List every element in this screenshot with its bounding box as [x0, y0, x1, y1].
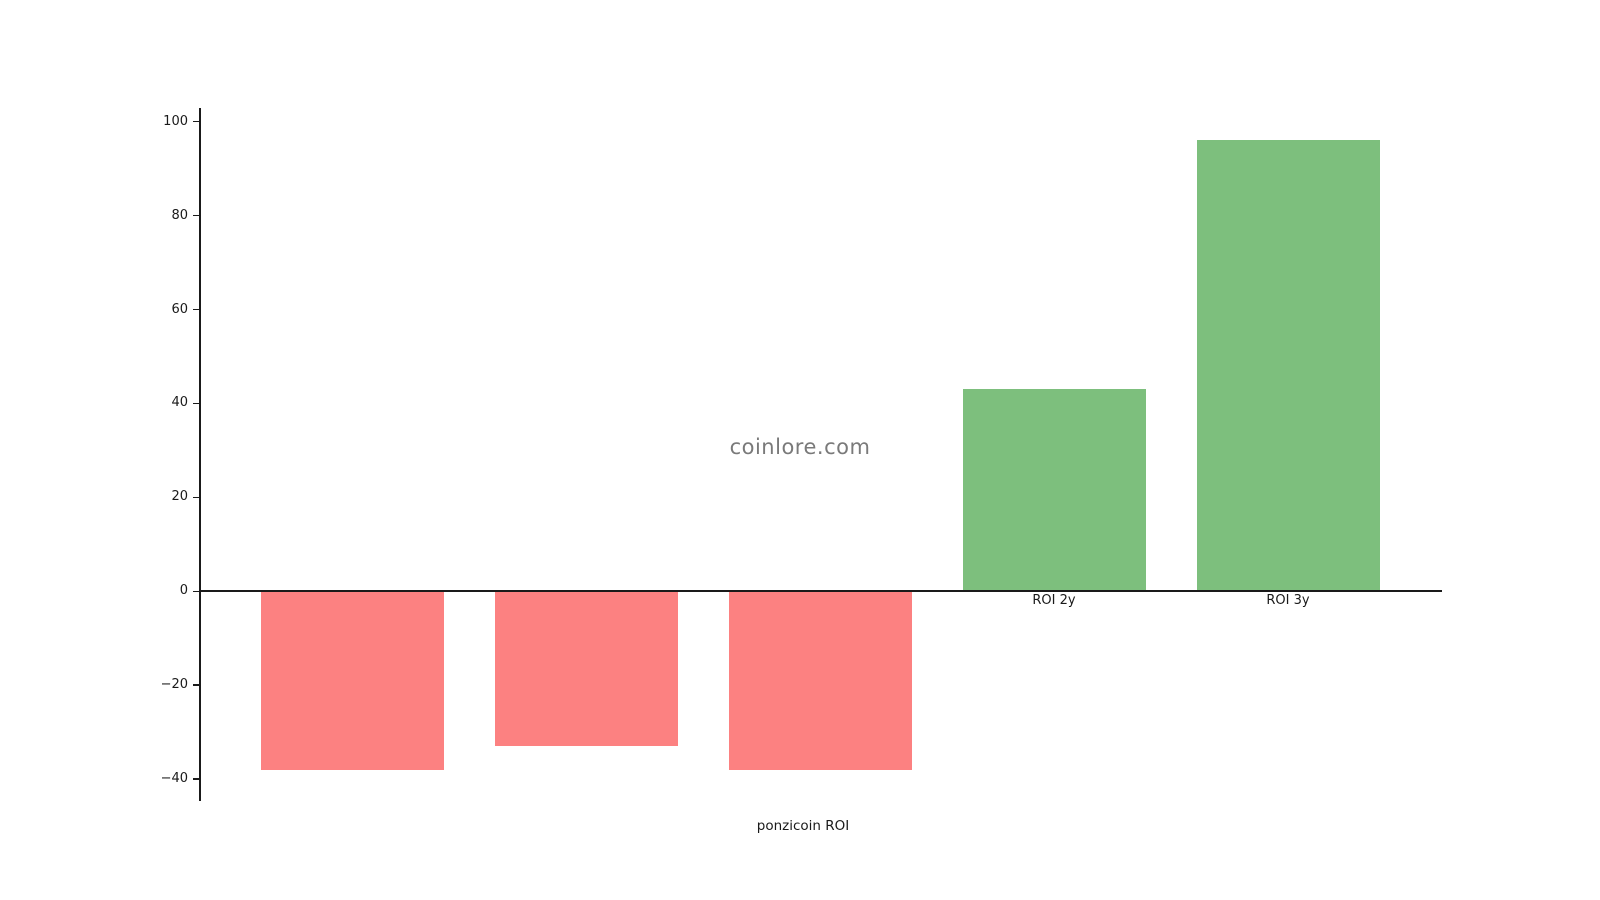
- y-tick-label: 60: [171, 301, 188, 317]
- x-axis-zero-line: [200, 590, 1442, 592]
- y-tick-mark: [193, 496, 200, 499]
- x-tick-label: ROI 3y: [1266, 592, 1310, 608]
- coinlore-watermark: coinlore.com: [729, 435, 871, 459]
- y-tick-label: −40: [160, 771, 188, 787]
- bar-positive: [1196, 140, 1380, 592]
- y-tick-label: 40: [171, 395, 188, 411]
- bar-negative: [260, 591, 444, 770]
- y-tick-label: −20: [160, 677, 188, 693]
- x-tick-label: ROI 2y: [1032, 592, 1076, 608]
- y-axis-spine: [199, 108, 201, 801]
- bar-negative: [494, 591, 678, 747]
- y-tick-mark: [193, 402, 200, 405]
- x-axis-title: ponzicoin ROI: [756, 818, 850, 834]
- y-tick-label: 100: [163, 113, 188, 129]
- y-tick-mark: [193, 308, 200, 311]
- y-tick-mark: [193, 120, 200, 123]
- y-tick-mark: [193, 590, 200, 593]
- y-tick-mark: [193, 214, 200, 217]
- y-tick-label: 80: [171, 207, 188, 223]
- y-tick-label: 20: [171, 489, 188, 505]
- bar-negative: [728, 591, 912, 770]
- bar-positive: [962, 389, 1146, 592]
- y-tick-mark: [193, 778, 200, 780]
- y-tick-mark: [193, 684, 200, 686]
- y-tick-label: 0: [179, 583, 188, 599]
